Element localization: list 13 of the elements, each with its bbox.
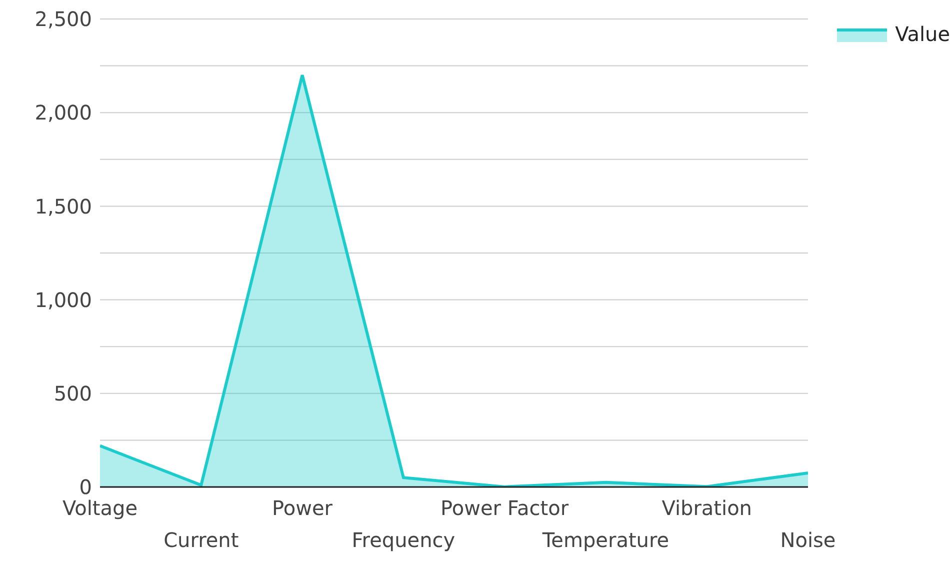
- x-tick-label: Power Factor: [440, 496, 570, 520]
- x-tick-label: Current: [164, 528, 239, 552]
- legend-label: Value: [895, 22, 950, 46]
- x-tick-label: Power: [272, 496, 334, 520]
- x-tick-label: Temperature: [541, 528, 670, 552]
- x-tick-label: Frequency: [352, 528, 456, 552]
- x-tick-label: Vibration: [662, 496, 752, 520]
- y-tick-label: 1,000: [34, 288, 92, 312]
- x-tick-label: Noise: [780, 528, 836, 552]
- y-tick-label: 1,500: [34, 194, 92, 218]
- y-tick-label: 500: [54, 382, 92, 406]
- y-tick-label: 2,000: [34, 100, 92, 125]
- y-tick-label: 2,500: [34, 7, 92, 32]
